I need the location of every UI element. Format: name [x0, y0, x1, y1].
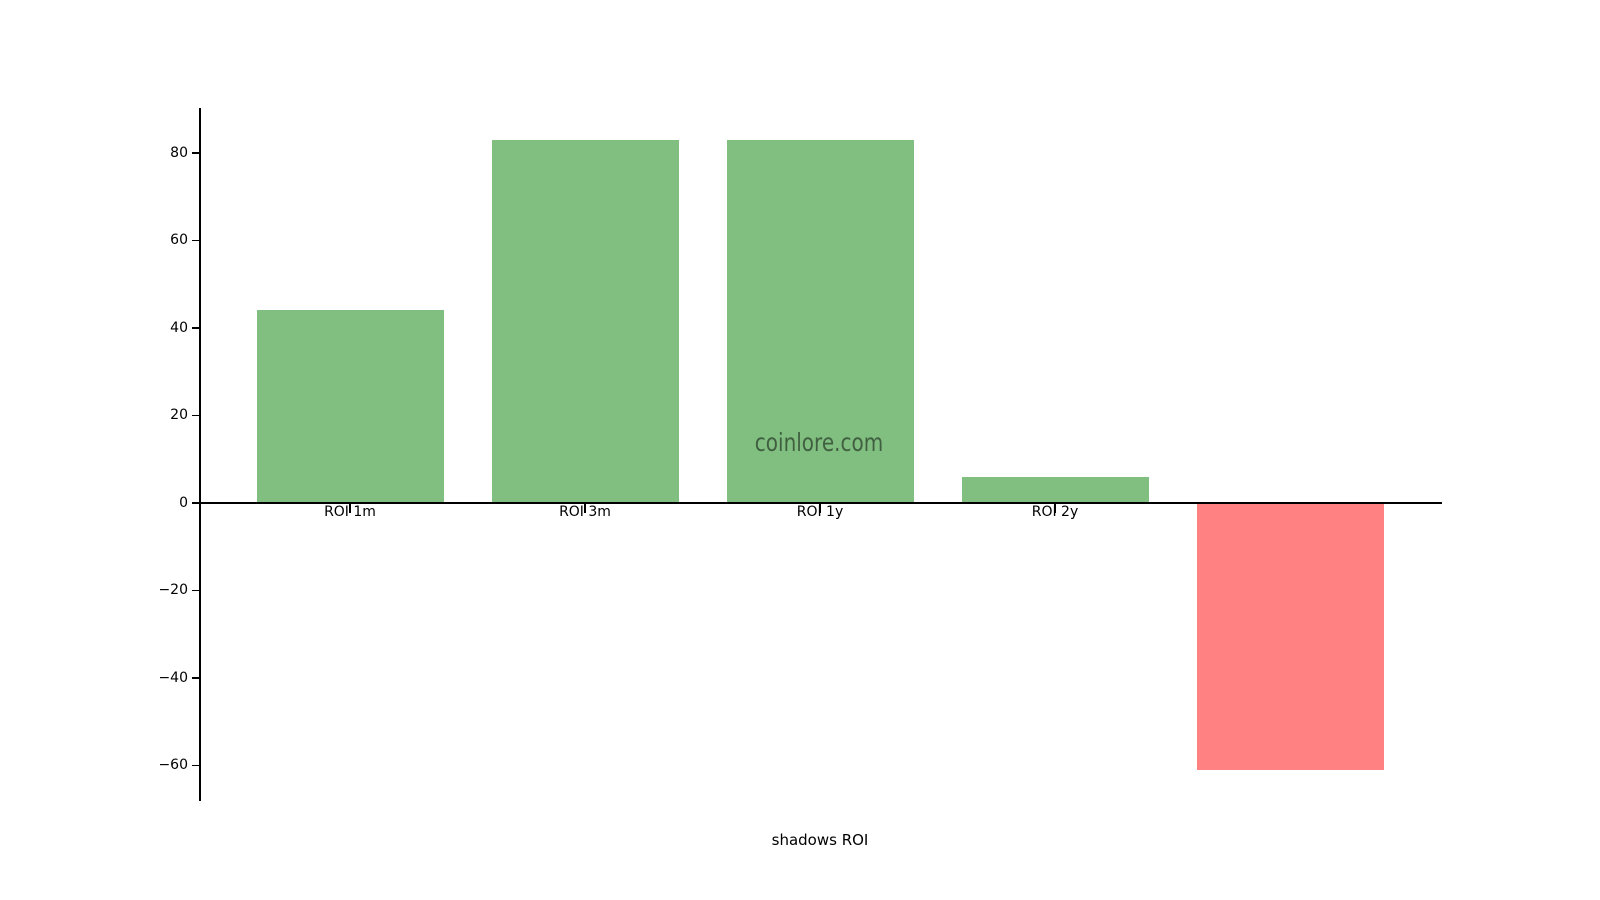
y-tick-60 — [192, 239, 200, 241]
x-tick-label-roi-3m: ROI 3m — [559, 504, 611, 520]
y-tick-−60 — [192, 764, 200, 766]
bar-roi-3m — [491, 139, 679, 503]
x-tick-roi-1m — [349, 502, 351, 513]
y-tick-label-80: 80 — [170, 144, 188, 161]
x-tick-label-roi-1m: ROI 1m — [324, 504, 376, 520]
y-tick-label-−60: −60 — [158, 757, 188, 774]
x-axis-zero-line — [199, 502, 1443, 504]
y-tick-label-40: 40 — [170, 319, 188, 336]
bar-roi-2y — [961, 476, 1149, 503]
y-tick-label-−20: −20 — [158, 582, 188, 599]
y-tick-20 — [192, 414, 200, 416]
bar-roi-1m — [256, 310, 444, 503]
watermark-text: coinlore.com — [754, 428, 884, 457]
y-tick-label-60: 60 — [170, 232, 188, 249]
y-axis-line — [199, 108, 201, 801]
bar-roi-1y — [726, 139, 914, 503]
y-tick-−20 — [192, 589, 200, 591]
y-tick-40 — [192, 327, 200, 329]
x-tick-label-roi-2y: ROI 2y — [1031, 504, 1079, 520]
y-tick-label-20: 20 — [170, 407, 188, 424]
bar-col-5 — [1196, 502, 1384, 770]
y-tick-−40 — [192, 677, 200, 679]
x-tick-roi-1y — [819, 502, 821, 513]
x-tick-roi-2y — [1054, 502, 1056, 513]
y-tick-0 — [192, 502, 200, 504]
y-tick-label-−40: −40 — [158, 669, 188, 686]
y-tick-80 — [192, 152, 200, 154]
x-tick-roi-3m — [584, 502, 586, 513]
chart-title-xlabel: shadows ROI — [771, 831, 869, 849]
x-tick-label-roi-1y: ROI 1y — [796, 504, 844, 520]
y-tick-label-0: 0 — [179, 494, 188, 511]
